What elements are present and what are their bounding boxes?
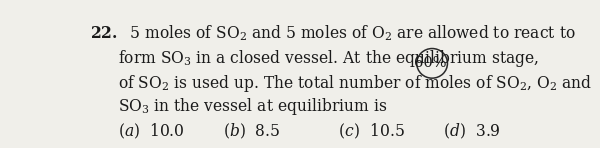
Text: of $\mathrm{SO_2}$ is used up. The total number of moles of $\mathrm{SO_2}$, $\m: of $\mathrm{SO_2}$ is used up. The total… (118, 73, 593, 94)
Text: $\mathbf{22.}$  5 moles of $\mathrm{SO_2}$ and 5 moles of $\mathrm{O_2}$ are all: $\mathbf{22.}$ 5 moles of $\mathrm{SO_2}… (90, 23, 575, 43)
Text: form $\mathrm{SO_3}$ in a closed vessel. At the equilibrium stage,: form $\mathrm{SO_3}$ in a closed vessel.… (118, 48, 539, 69)
Text: $(a)$  10.0        $(b)$  8.5            $(c)$  10.5        $(d)$  3.9: $(a)$ 10.0 $(b)$ 8.5 $(c)$ 10.5 $(d)$ 3.… (118, 122, 501, 141)
Text: 60%: 60% (413, 56, 446, 70)
Text: $\mathrm{SO_3}$ in the vessel at equilibrium is: $\mathrm{SO_3}$ in the vessel at equilib… (118, 96, 388, 117)
